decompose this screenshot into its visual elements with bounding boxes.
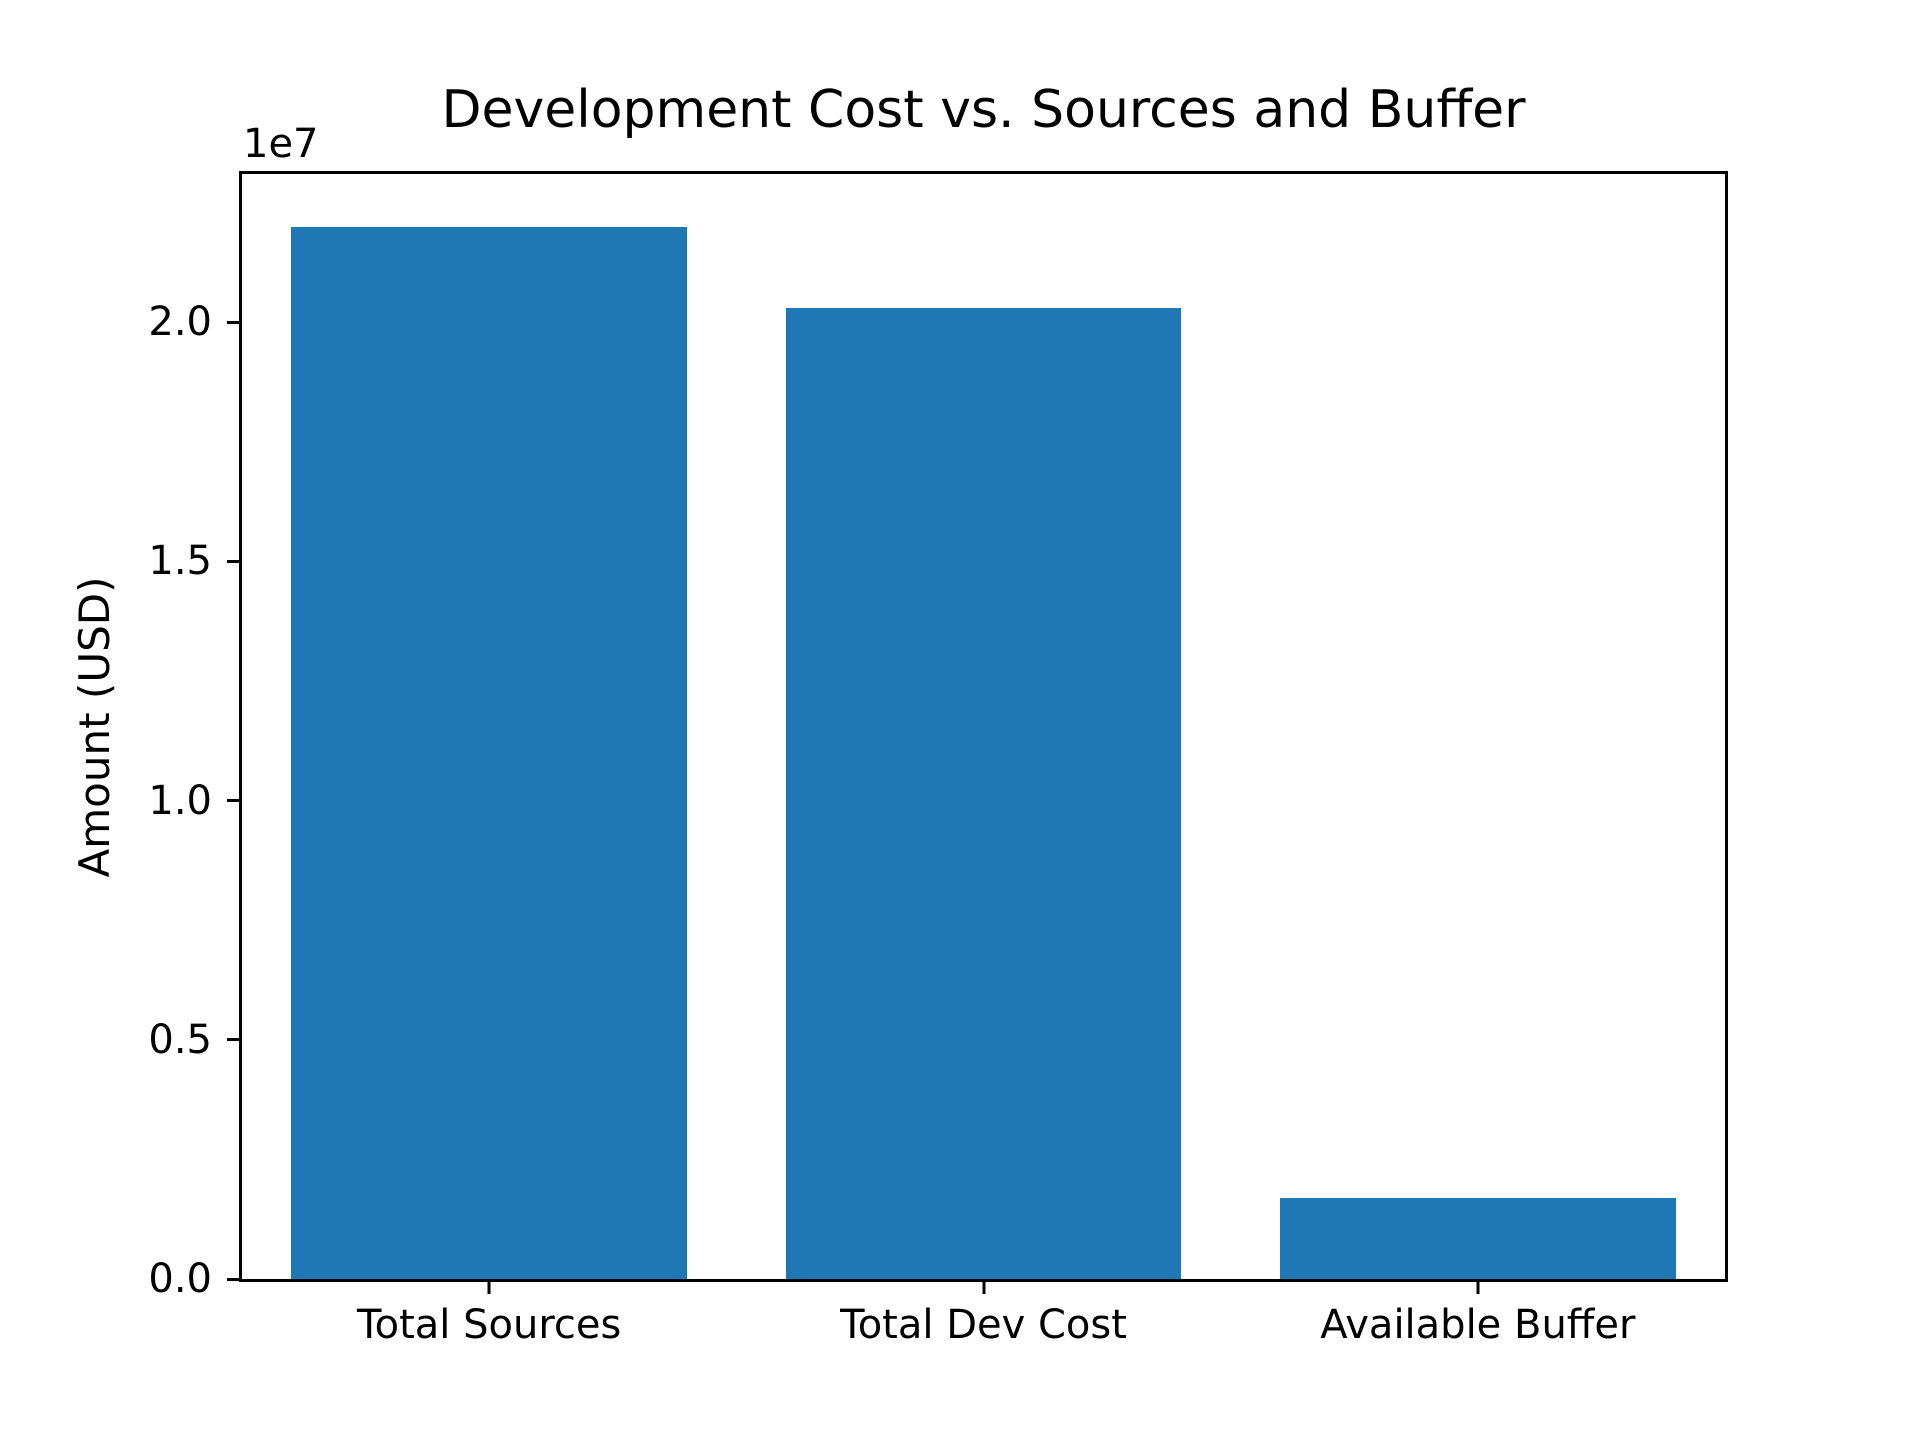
y-tick-mark [227, 1038, 239, 1042]
x-tick-mark [982, 1282, 985, 1294]
y-tick-label: 2.0 [148, 299, 212, 346]
chart-title: Development Cost vs. Sources and Buffer [441, 80, 1526, 140]
y-tick-label: 0.0 [148, 1256, 212, 1302]
y-tick-label: 1.0 [148, 777, 212, 824]
y-axis-offset-label: 1e7 [243, 121, 319, 167]
y-axis-label: Amount (USD) [70, 576, 119, 878]
bar-available-buffer [1280, 1197, 1676, 1279]
plot-area: 0.0 0.5 1.0 1.5 2.0 Total Sources Total Dev C… [148, 171, 1728, 1345]
y-tick-mark [227, 1277, 239, 1281]
y-tick-mark [227, 559, 239, 563]
y-tick-mark [227, 799, 239, 803]
bar-slot [736, 174, 1230, 1279]
x-tick-label: Available Buffer [1320, 1302, 1636, 1348]
x-tick-label: Total Dev Cost [840, 1302, 1127, 1348]
x-tick-mark [487, 1282, 491, 1294]
x-tick-mark [1476, 1282, 1480, 1294]
bar-total-dev-cost [785, 307, 1182, 1279]
y-tick-label: 1.5 [148, 538, 212, 585]
bar-total-sources [291, 226, 687, 1279]
y-tick-mark [227, 320, 239, 324]
bar-slot [242, 174, 736, 1279]
bars-layer [242, 174, 1725, 1279]
y-tick-label: 0.5 [148, 1016, 212, 1063]
bar-slot [1231, 174, 1725, 1279]
x-tick-label: Total Sources [356, 1302, 622, 1348]
